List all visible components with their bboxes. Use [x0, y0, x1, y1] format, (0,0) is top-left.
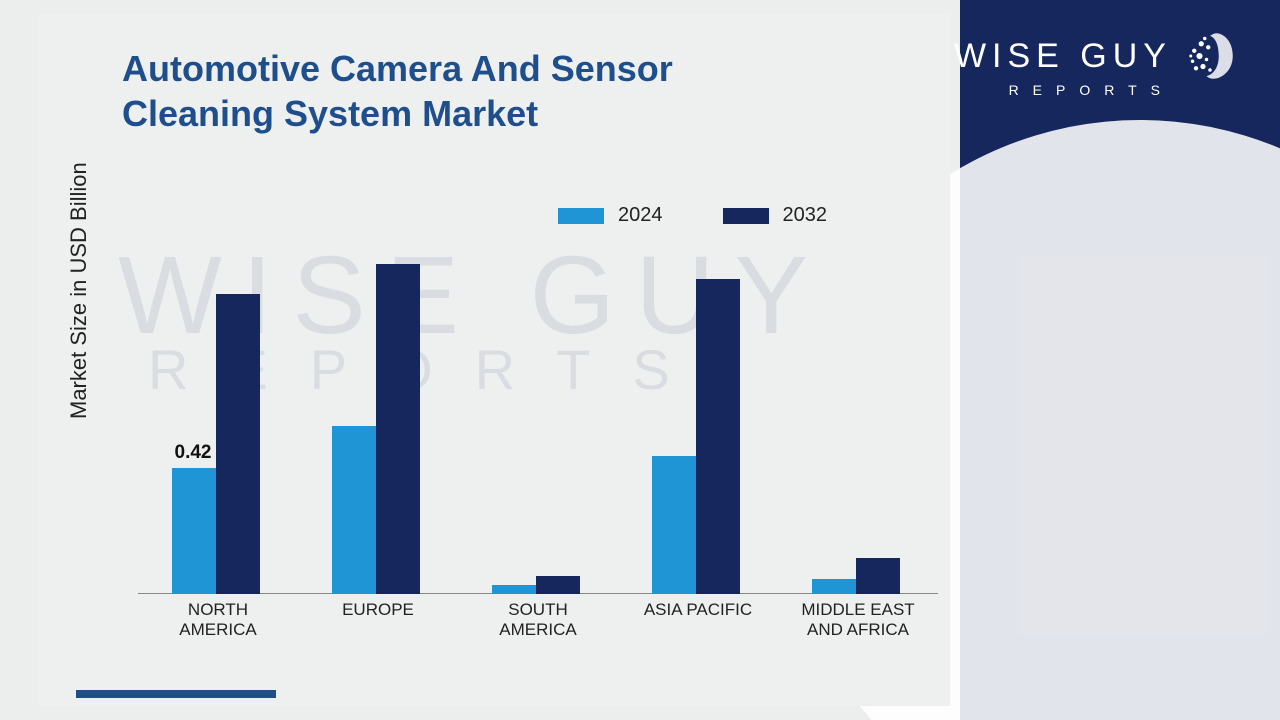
- bar-2024: [332, 426, 376, 594]
- bar-2032: [856, 558, 900, 594]
- bar-2032: [536, 576, 580, 594]
- bar-2032: [376, 264, 420, 594]
- bar-value-label: 0.42: [168, 442, 218, 464]
- brand-name-sub: REPORTS: [954, 82, 1238, 98]
- bar-2024: [812, 579, 856, 594]
- bar-2032: [216, 294, 260, 594]
- brand-logo: WISE GUY REPORTS: [954, 28, 1238, 98]
- brand-name-main: WISE GUY: [954, 28, 1238, 84]
- y-axis-label: Market Size in USD Billion: [66, 162, 92, 419]
- bar-2024: [492, 585, 536, 594]
- bar-2032: [696, 279, 740, 594]
- category-label: MIDDLE EAST AND AFRICA: [798, 600, 918, 641]
- category-label: SOUTH AMERICA: [478, 600, 598, 641]
- chart-card: WISE GUY REPORTS Automotive Camera And S…: [38, 14, 950, 706]
- legend-item-2024: 2024: [558, 204, 663, 227]
- legend-item-2032: 2032: [723, 204, 828, 227]
- bar-2024: [652, 456, 696, 594]
- legend-label-2024: 2024: [618, 204, 663, 227]
- brain-icon: [1182, 28, 1238, 84]
- legend-label-2032: 2032: [783, 204, 828, 227]
- chart-title: Automotive Camera And Sensor Cleaning Sy…: [122, 46, 762, 136]
- footer-accent-bar: [76, 690, 276, 698]
- category-label: ASIA PACIFIC: [638, 600, 758, 620]
- legend-swatch-2032: [723, 208, 769, 224]
- plot-area: 0.42: [138, 234, 938, 594]
- stage: WISE GUY REPORTS WISE GUY REPORTS Automo…: [0, 0, 1280, 720]
- category-label: NORTH AMERICA: [158, 600, 278, 641]
- brand-name-main-text: WISE GUY: [954, 37, 1172, 76]
- chart-legend: 2024 2032: [558, 204, 827, 227]
- category-label: EUROPE: [318, 600, 438, 620]
- legend-swatch-2024: [558, 208, 604, 224]
- bar-2024: [172, 468, 216, 594]
